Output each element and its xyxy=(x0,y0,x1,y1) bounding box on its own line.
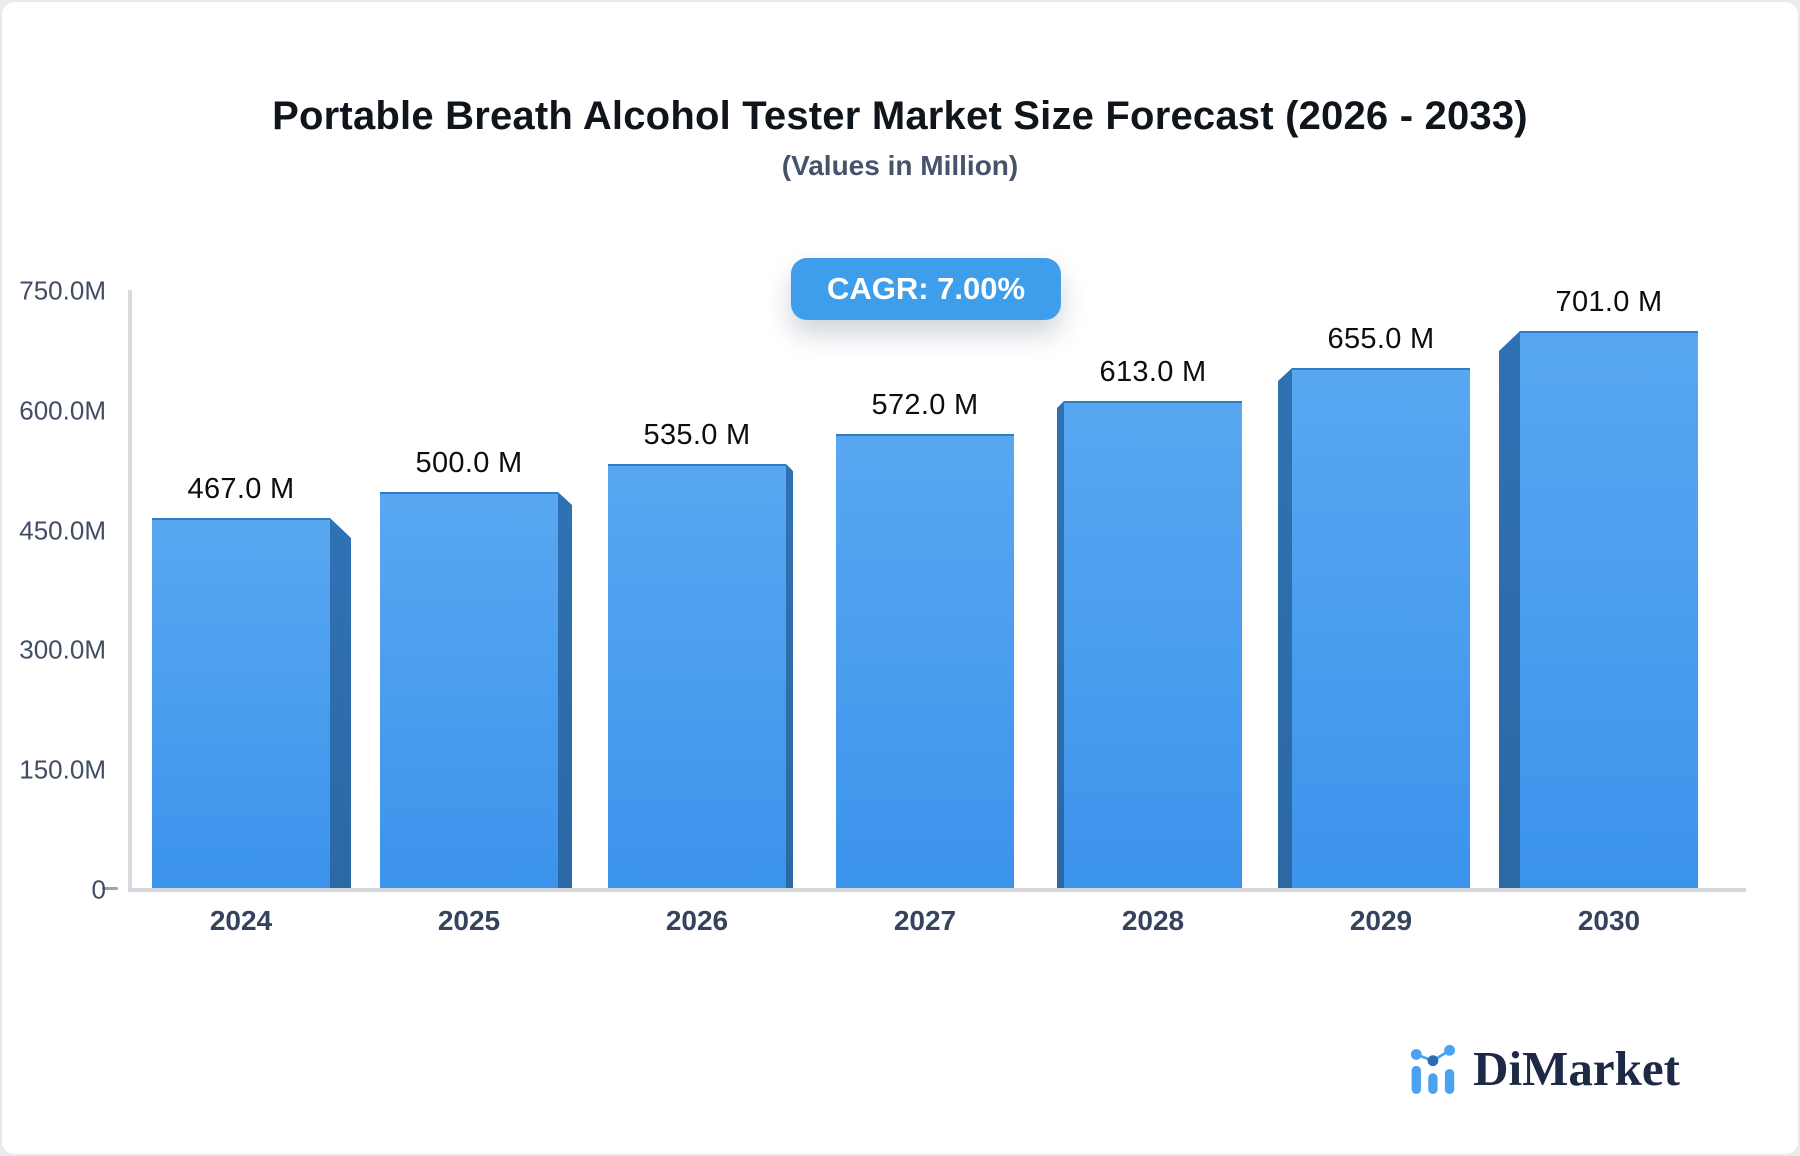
bar-value-label: 467.0 M xyxy=(187,473,295,505)
chart-subtitle: (Values in Million) xyxy=(781,150,1019,181)
bar-value-label: 701.0 M xyxy=(1555,286,1663,318)
bar-2028 xyxy=(1064,401,1242,891)
bar-side-3d xyxy=(786,464,793,891)
brand-logo: DiMarket xyxy=(1409,1040,1680,1096)
cagr-badge: CAGR: 7.00% xyxy=(790,258,1062,320)
y-axis-tick-label: 750.0M xyxy=(19,275,106,306)
zero-tick-mark xyxy=(102,887,118,890)
bar-side-3d xyxy=(1057,401,1064,891)
y-axis-line xyxy=(128,290,132,891)
y-axis-tick-label: 600.0M xyxy=(19,395,106,426)
bar-value-label: 500.0 M xyxy=(415,447,523,479)
brand-name: DiMarket xyxy=(1473,1040,1680,1096)
bar-2030 xyxy=(1520,331,1698,891)
y-axis-tick-label: 0 xyxy=(91,874,106,905)
x-axis-label: 2029 xyxy=(1349,905,1413,936)
x-axis-label: 2025 xyxy=(437,905,501,936)
bar-side-3d xyxy=(1278,368,1292,891)
bar-2027 xyxy=(836,434,1014,891)
mini-bar-line-chart-icon xyxy=(1411,1044,1456,1094)
y-axis-tick-label: 150.0M xyxy=(19,754,106,785)
bar-2025 xyxy=(380,492,558,891)
x-axis-label: 2026 xyxy=(665,905,729,936)
bar-2026 xyxy=(608,464,786,891)
x-axis-label: 2030 xyxy=(1577,905,1641,936)
x-axis-label: 2028 xyxy=(1121,905,1185,936)
y-axis-tick-label: 300.0M xyxy=(19,634,106,665)
x-axis-baseline xyxy=(128,888,1746,892)
y-axis-tick-label: 450.0M xyxy=(19,515,106,546)
chart-title: Portable Breath Alcohol Tester Market Si… xyxy=(272,94,1528,138)
x-axis-label: 2024 xyxy=(209,905,273,936)
bar-side-3d xyxy=(1499,331,1520,891)
bar-value-label: 655.0 M xyxy=(1327,323,1435,355)
bar-2029 xyxy=(1292,368,1470,891)
bar-value-label: 613.0 M xyxy=(1099,356,1207,388)
bar-2024 xyxy=(152,518,330,891)
x-axis-label: 2027 xyxy=(893,905,957,936)
bar-side-3d xyxy=(558,492,572,891)
bar-side-3d xyxy=(330,518,351,891)
bar-value-label: 572.0 M xyxy=(871,389,979,421)
bar-value-label: 535.0 M xyxy=(643,419,751,451)
